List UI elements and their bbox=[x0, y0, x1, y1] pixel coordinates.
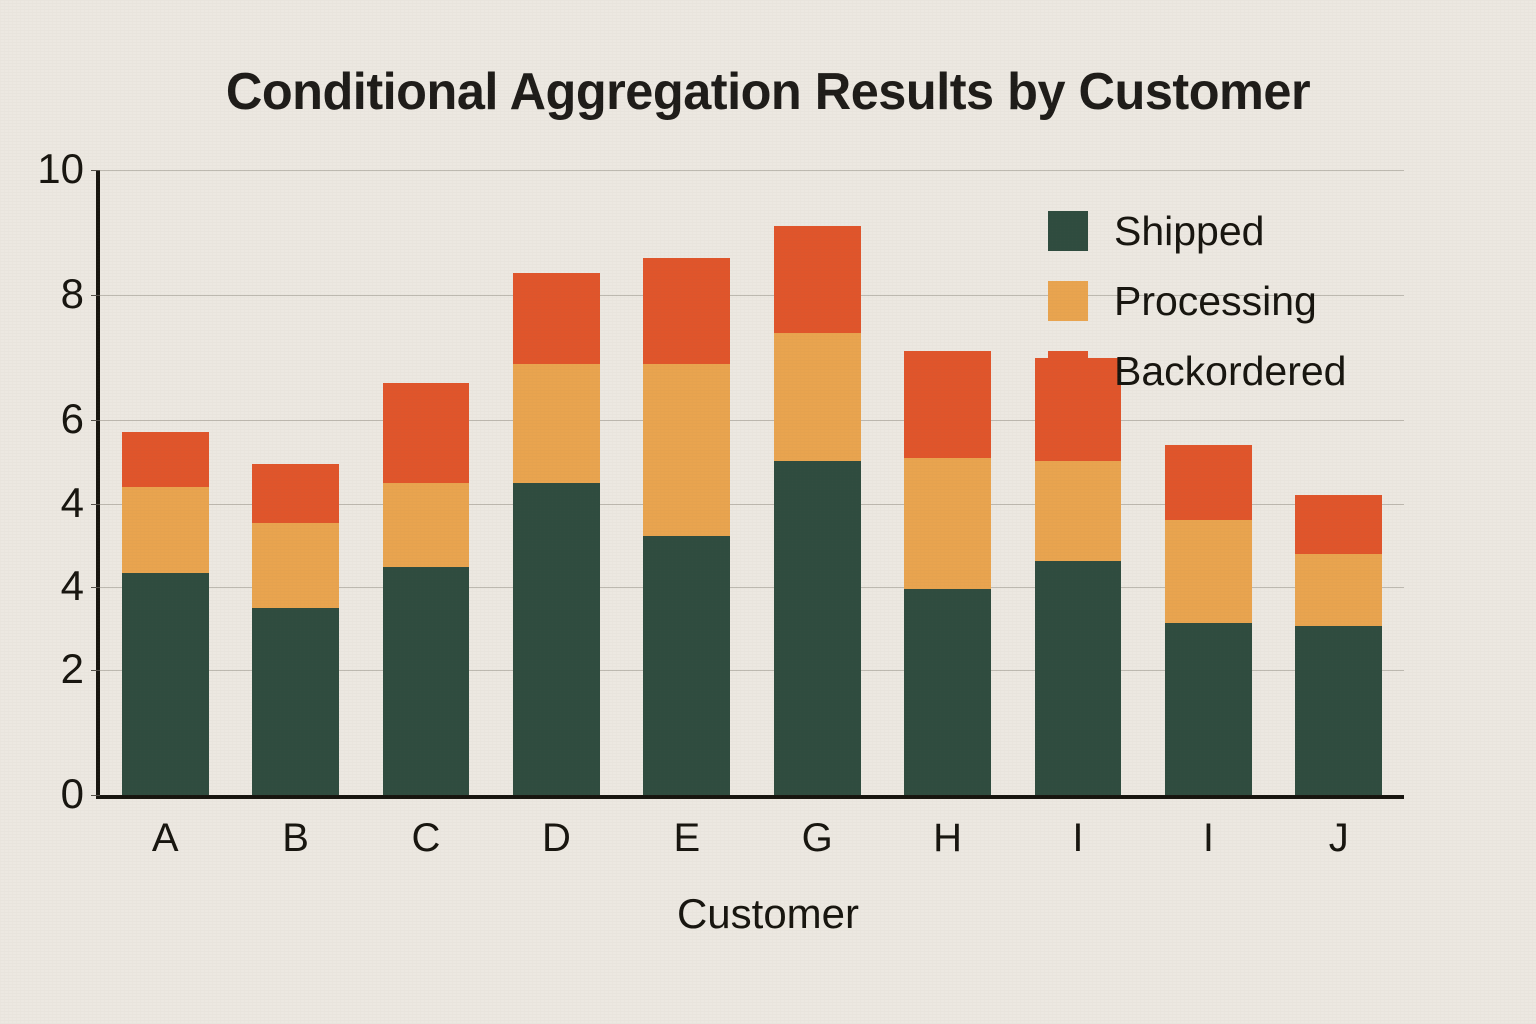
y-tick-label: 8 bbox=[60, 270, 84, 317]
bar-segment-shipped[interactable] bbox=[121, 573, 209, 795]
bar-segment-shipped[interactable] bbox=[1295, 626, 1383, 795]
y-tick-label: 4 bbox=[60, 561, 84, 609]
gridline bbox=[100, 670, 1404, 671]
legend-swatch-icon bbox=[1048, 281, 1088, 321]
bar-group[interactable] bbox=[1034, 170, 1122, 795]
bar-group[interactable] bbox=[513, 170, 600, 795]
legend-label: Shipped bbox=[1114, 207, 1265, 254]
bar-segment-shipped[interactable] bbox=[1165, 623, 1252, 795]
x-tick-label: I bbox=[1072, 816, 1084, 860]
bar-segment-processing[interactable] bbox=[382, 482, 470, 567]
bar-group[interactable] bbox=[643, 170, 731, 795]
y-tick-label: 10 bbox=[37, 145, 84, 192]
chart-title: Conditional Aggregation Results by Custo… bbox=[225, 63, 1311, 121]
bar-segment-backordered[interactable] bbox=[382, 382, 470, 483]
legend-swatch-icon bbox=[1048, 351, 1088, 391]
x-tick-label: H bbox=[933, 816, 963, 860]
y-tick-label: 2 bbox=[60, 645, 84, 692]
bar-group[interactable] bbox=[1295, 170, 1383, 795]
gridline bbox=[100, 586, 1404, 588]
bar-segment-backordered[interactable] bbox=[904, 351, 991, 458]
x-tick-label: A bbox=[151, 816, 179, 860]
y-tick-mark bbox=[91, 503, 100, 505]
bar-segment-backordered[interactable] bbox=[252, 463, 339, 524]
y-tick-mark bbox=[91, 670, 100, 671]
x-tick-label: D bbox=[541, 816, 571, 860]
x-tick-label: B bbox=[282, 816, 309, 860]
bar-segment-shipped[interactable] bbox=[382, 566, 470, 795]
bar-group[interactable] bbox=[904, 170, 991, 795]
bar-segment-shipped[interactable] bbox=[643, 535, 731, 795]
bar-segment-processing[interactable] bbox=[1034, 460, 1122, 561]
bar-segment-shipped[interactable] bbox=[252, 607, 339, 795]
bar-segment-processing[interactable] bbox=[1295, 554, 1383, 627]
bars-layer bbox=[100, 170, 1404, 795]
bar-segment-backordered[interactable] bbox=[773, 226, 861, 333]
bar-group[interactable] bbox=[121, 170, 209, 795]
legend-item[interactable]: Shipped bbox=[1048, 200, 1378, 262]
bar-segment-shipped[interactable] bbox=[904, 588, 991, 795]
gridline bbox=[100, 503, 1404, 505]
y-tick-label: 4 bbox=[60, 478, 84, 526]
y-tick-label: 0 bbox=[60, 770, 84, 817]
y-tick-mark bbox=[91, 295, 100, 296]
gridline bbox=[100, 420, 1404, 421]
bar-group[interactable] bbox=[252, 170, 339, 795]
bar-segment-processing[interactable] bbox=[1165, 520, 1252, 624]
bar-segment-backordered[interactable] bbox=[513, 273, 600, 364]
legend-item[interactable]: Backordered bbox=[1048, 340, 1378, 402]
bar-segment-processing[interactable] bbox=[513, 363, 600, 483]
y-tick-label: 6 bbox=[60, 395, 84, 442]
y-tick-mark bbox=[91, 420, 100, 421]
bar-segment-processing[interactable] bbox=[904, 457, 991, 589]
x-tick-label: C bbox=[411, 816, 441, 860]
bar-segment-shipped[interactable] bbox=[1034, 560, 1122, 795]
x-axis-title: Customer bbox=[676, 890, 860, 937]
bar-segment-shipped[interactable] bbox=[773, 460, 861, 795]
bar-group[interactable] bbox=[382, 170, 470, 795]
gridline bbox=[100, 295, 1404, 296]
y-tick-mark bbox=[91, 586, 100, 588]
bar-segment-backordered[interactable] bbox=[643, 257, 731, 364]
bar-segment-shipped[interactable] bbox=[513, 482, 600, 795]
gridline bbox=[100, 170, 1404, 171]
bar-segment-processing[interactable] bbox=[773, 332, 861, 461]
legend-item[interactable]: Processing bbox=[1048, 270, 1378, 332]
bar-segment-processing[interactable] bbox=[121, 486, 209, 574]
bar-group[interactable] bbox=[1165, 170, 1252, 795]
legend-label: Backordered bbox=[1114, 347, 1347, 394]
x-tick-label: G bbox=[801, 816, 833, 860]
x-tick-label: E bbox=[673, 816, 701, 860]
x-tick-label: J bbox=[1328, 816, 1349, 860]
y-tick-mark bbox=[91, 795, 100, 796]
bar-segment-backordered[interactable] bbox=[121, 431, 209, 487]
bar-segment-backordered[interactable] bbox=[1295, 495, 1383, 555]
bar-segment-processing[interactable] bbox=[252, 523, 339, 608]
chart-legend: Shipped Processing Backordered bbox=[1048, 200, 1378, 410]
x-tick-label: I bbox=[1202, 816, 1214, 860]
bar-group[interactable] bbox=[773, 170, 861, 795]
bar-segment-processing[interactable] bbox=[643, 363, 731, 536]
y-tick-mark bbox=[91, 170, 100, 171]
legend-label: Processing bbox=[1114, 277, 1317, 324]
bar-segment-backordered[interactable] bbox=[1165, 445, 1252, 520]
legend-swatch-icon bbox=[1048, 211, 1088, 251]
